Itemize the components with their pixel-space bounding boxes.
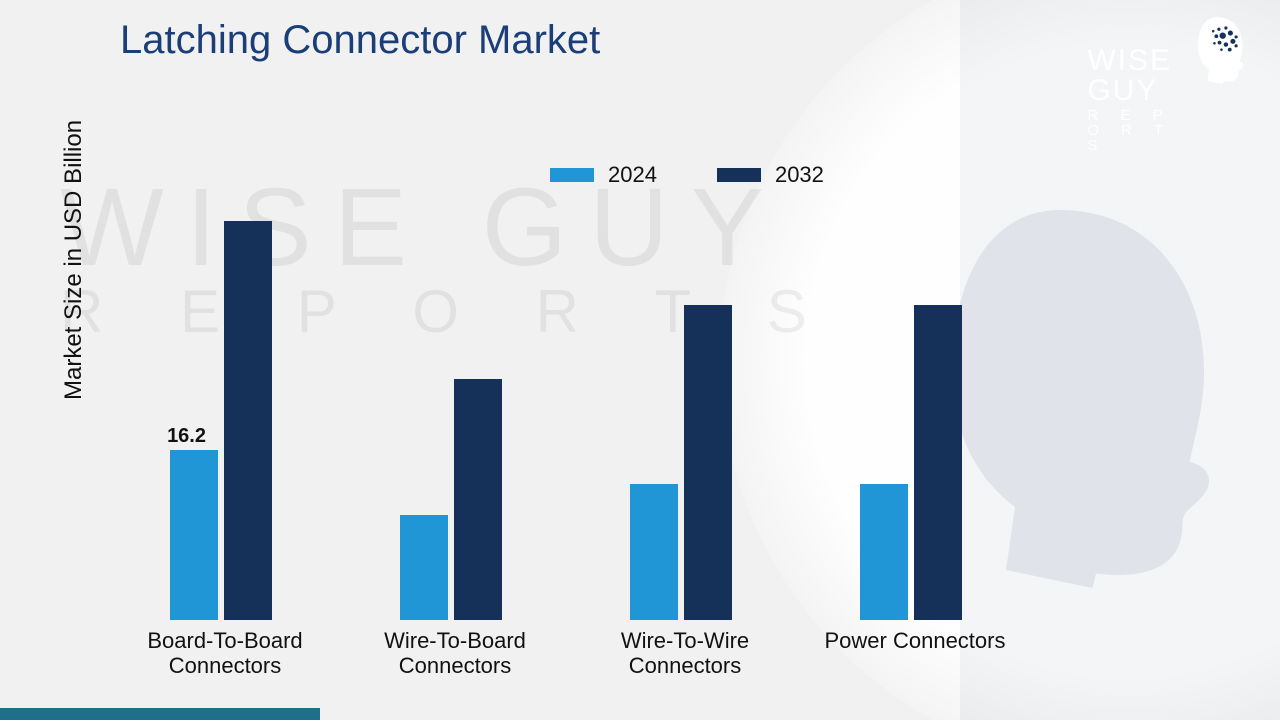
bar-2024 <box>400 515 448 620</box>
brand-text-line2: R E P O R T S <box>1087 108 1172 153</box>
chart-title: Latching Connector Market <box>120 18 600 63</box>
legend-swatch-2032 <box>717 168 761 182</box>
bar-2024 <box>170 450 218 620</box>
category-label: Board-To-Board Connectors <box>125 628 325 679</box>
bottom-accent-strip <box>0 708 320 720</box>
bar-2024 <box>630 484 678 621</box>
legend-item-2024: 2024 <box>550 162 657 188</box>
bar-value-label: 16.2 <box>106 425 206 448</box>
bar-2024 <box>860 484 908 621</box>
brand-text-line1: WISE GUY <box>1087 46 1172 106</box>
bar-2032 <box>914 305 962 620</box>
bar-2032 <box>224 221 272 620</box>
brand-head-icon <box>1182 14 1252 84</box>
y-axis-label: Market Size in USD Billion <box>60 120 88 400</box>
legend-item-2032: 2032 <box>717 162 824 188</box>
chart-legend: 2024 2032 <box>550 162 824 188</box>
chart-plot-area: 16.2Board-To-Board ConnectorsWire-To-Boa… <box>100 200 1020 620</box>
legend-label-2024: 2024 <box>608 162 657 188</box>
category-label: Wire-To-Board Connectors <box>355 628 555 679</box>
legend-swatch-2024 <box>550 168 594 182</box>
category-label: Wire-To-Wire Connectors <box>585 628 785 679</box>
category-label: Power Connectors <box>815 628 1015 653</box>
bar-2032 <box>684 305 732 620</box>
canvas: WISE GUY R E P O R T S Latching Connecto… <box>0 0 1280 720</box>
legend-label-2032: 2032 <box>775 162 824 188</box>
bar-2032 <box>454 379 502 621</box>
